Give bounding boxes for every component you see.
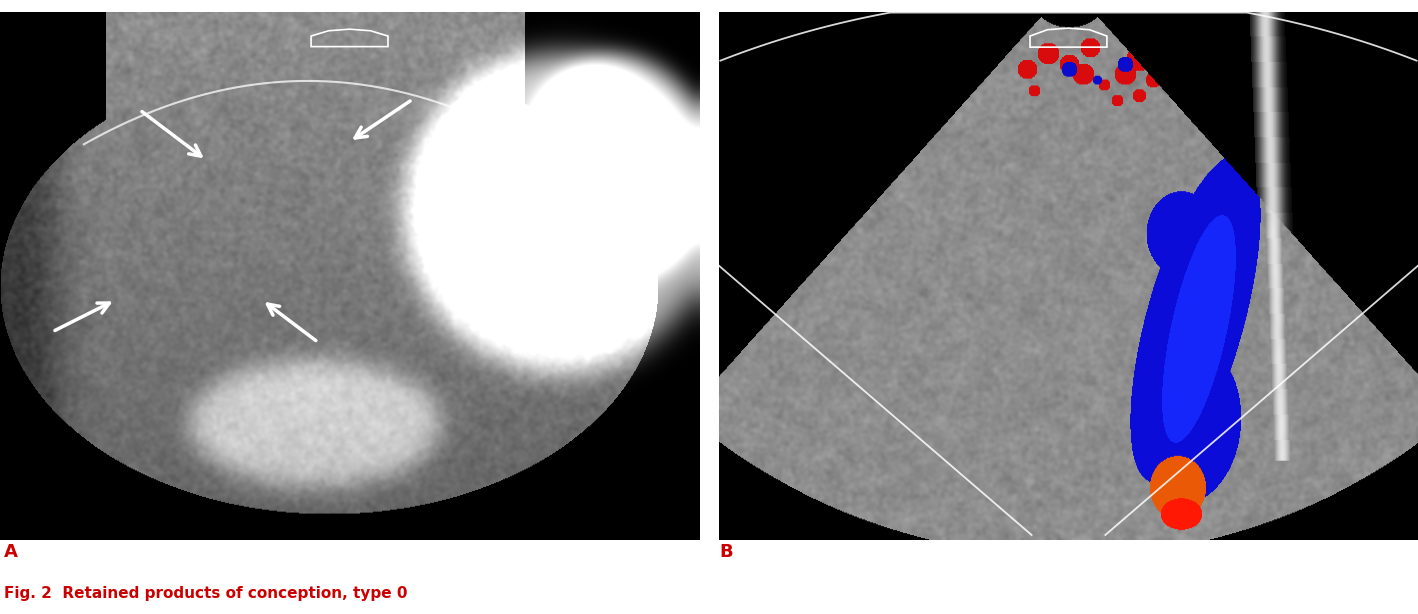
- Text: A: A: [4, 543, 18, 561]
- Text: B: B: [719, 543, 733, 561]
- Text: Fig. 2  Retained products of conception, type 0: Fig. 2 Retained products of conception, …: [4, 586, 408, 601]
